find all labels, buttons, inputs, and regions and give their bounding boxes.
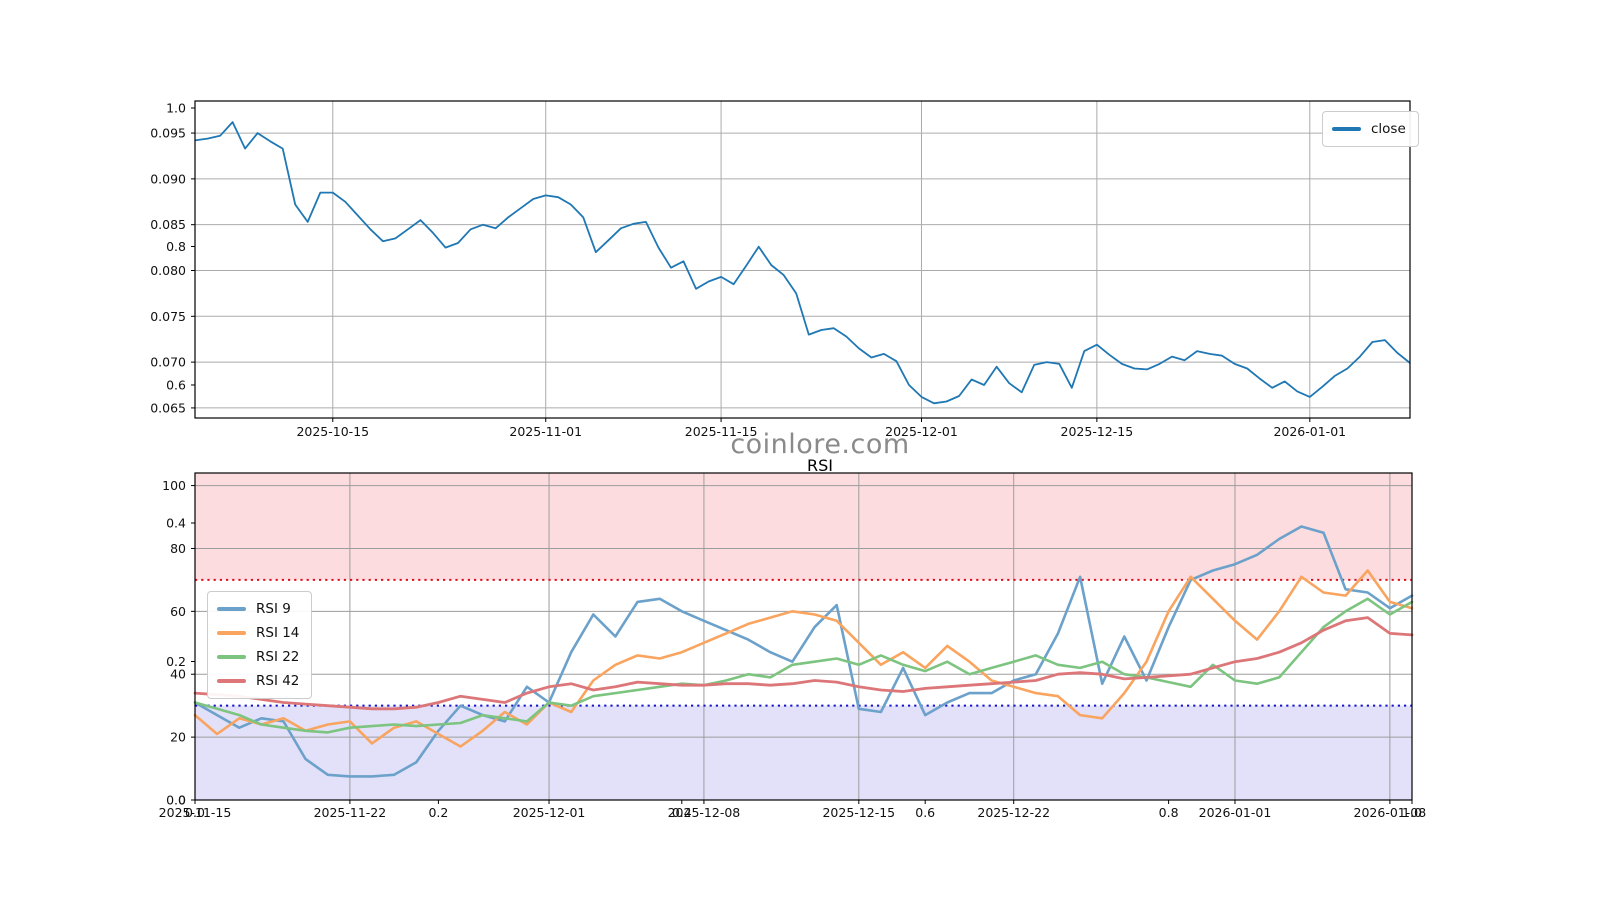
price-x-tick-label: 2025-10-15: [296, 424, 369, 439]
rsi-x-date-tick-label: 2025-12-01: [513, 805, 586, 820]
price-x-tick-label: 2025-12-01: [885, 424, 958, 439]
price-y-tick-label: 0.070: [150, 355, 186, 370]
price-x-tick-label: 2026-01-01: [1273, 424, 1346, 439]
legend-item-rsi42: RSI 42: [217, 669, 299, 693]
rsi-1-line: [193, 525, 1414, 778]
rsi-y-tick-label: 20: [170, 730, 186, 745]
price-y-tick-label: 0.075: [150, 309, 186, 324]
close-line-swatch: [1332, 127, 1361, 131]
rsi-twin-y-tick-label: 0.2: [166, 654, 186, 669]
legend-label-rsi14: RSI 14: [256, 625, 300, 641]
rsi-legend: RSI 9 RSI 14 RSI 22 RSI 42: [207, 591, 313, 699]
rsi-x-date-tick-label: 2025-12-22: [977, 805, 1050, 820]
price-twin-y-tick-label: 0.6: [166, 377, 186, 392]
price-y-tick-label: 0.080: [150, 263, 186, 278]
price-x-tick-label: 2025-12-15: [1061, 424, 1134, 439]
rsi-y-tick-label: 60: [170, 604, 186, 619]
rsi-y-tick-label: 100: [162, 478, 186, 493]
overbought-band: [195, 473, 1412, 580]
price-x-tick-label: 2025-11-01: [509, 424, 582, 439]
rsi-x-date-tick-label: 2025-12-15: [822, 805, 895, 820]
rsi-x-date-tick-label: 2026-01-01: [1199, 805, 1272, 820]
rsi-2-line: [193, 569, 1414, 748]
legend-item-rsi22: RSI 22: [217, 645, 299, 669]
rsi-chart-title: RSI: [807, 456, 833, 475]
rsi-y-tick-label: 0: [178, 793, 186, 808]
legend-label-rsi42: RSI 42: [256, 673, 300, 689]
legend-item-close: close: [1332, 117, 1406, 141]
legend-label-close: close: [1371, 121, 1406, 137]
oversold-band: [195, 705, 1412, 800]
watermark: coinlore.com: [730, 429, 910, 460]
rsi22-line-swatch: [217, 655, 246, 659]
rsi-twin-y-tick-label: 0.4: [166, 515, 186, 530]
close-line: [194, 121, 1411, 405]
rsi-x-fraction-tick-label: 0.2: [428, 805, 448, 820]
rsi-x-fraction-tick-label: 1.0: [1402, 805, 1422, 820]
rsi-x-date-tick-label: 2025-12-08: [668, 805, 741, 820]
legend-label-rsi9: RSI 9: [256, 601, 291, 617]
rsi-x-fraction-tick-label: 0.4: [672, 805, 692, 820]
rsi-4-line: [193, 616, 1414, 711]
rsi-x-fraction-tick-label: 0.6: [915, 805, 935, 820]
rsi14-line-swatch: [217, 631, 246, 635]
price-x-tick-label: 2025-11-15: [685, 424, 758, 439]
rsi9-line-swatch: [217, 607, 246, 611]
rsi42-line-swatch: [217, 679, 246, 683]
rsi-y-tick-label: 80: [170, 541, 186, 556]
rsi-y-tick-label: 40: [170, 667, 186, 682]
price-twin-y-tick-label: 0.8: [166, 239, 186, 254]
price-y-tick-label: 0.090: [150, 171, 186, 186]
rsi-x-date-tick-label: 2026-01-08: [1354, 805, 1427, 820]
rsi-plot-border: [194, 472, 1413, 801]
legend-label-rsi22: RSI 22: [256, 649, 300, 665]
rsi-x-date-tick-label: 2025-11-15: [159, 805, 232, 820]
price-plot-border: [194, 100, 1411, 419]
rsi-x-fraction-tick-label: 0.8: [1159, 805, 1179, 820]
legend-item-rsi14: RSI 14: [217, 621, 299, 645]
price-y-tick-label: 0.095: [150, 126, 186, 141]
price-legend: close: [1322, 111, 1419, 147]
rsi-x-date-tick-label: 2025-11-22: [314, 805, 387, 820]
rsi-twin-y-tick-label: 0.0: [166, 793, 186, 808]
price-twin-y-tick-label: 1.0: [166, 100, 186, 115]
legend-item-rsi9: RSI 9: [217, 597, 299, 621]
price-y-tick-label: 0.085: [150, 217, 186, 232]
price-y-tick-label: 0.065: [150, 400, 186, 415]
rsi-x-fraction-tick-label: 0.0: [185, 805, 205, 820]
